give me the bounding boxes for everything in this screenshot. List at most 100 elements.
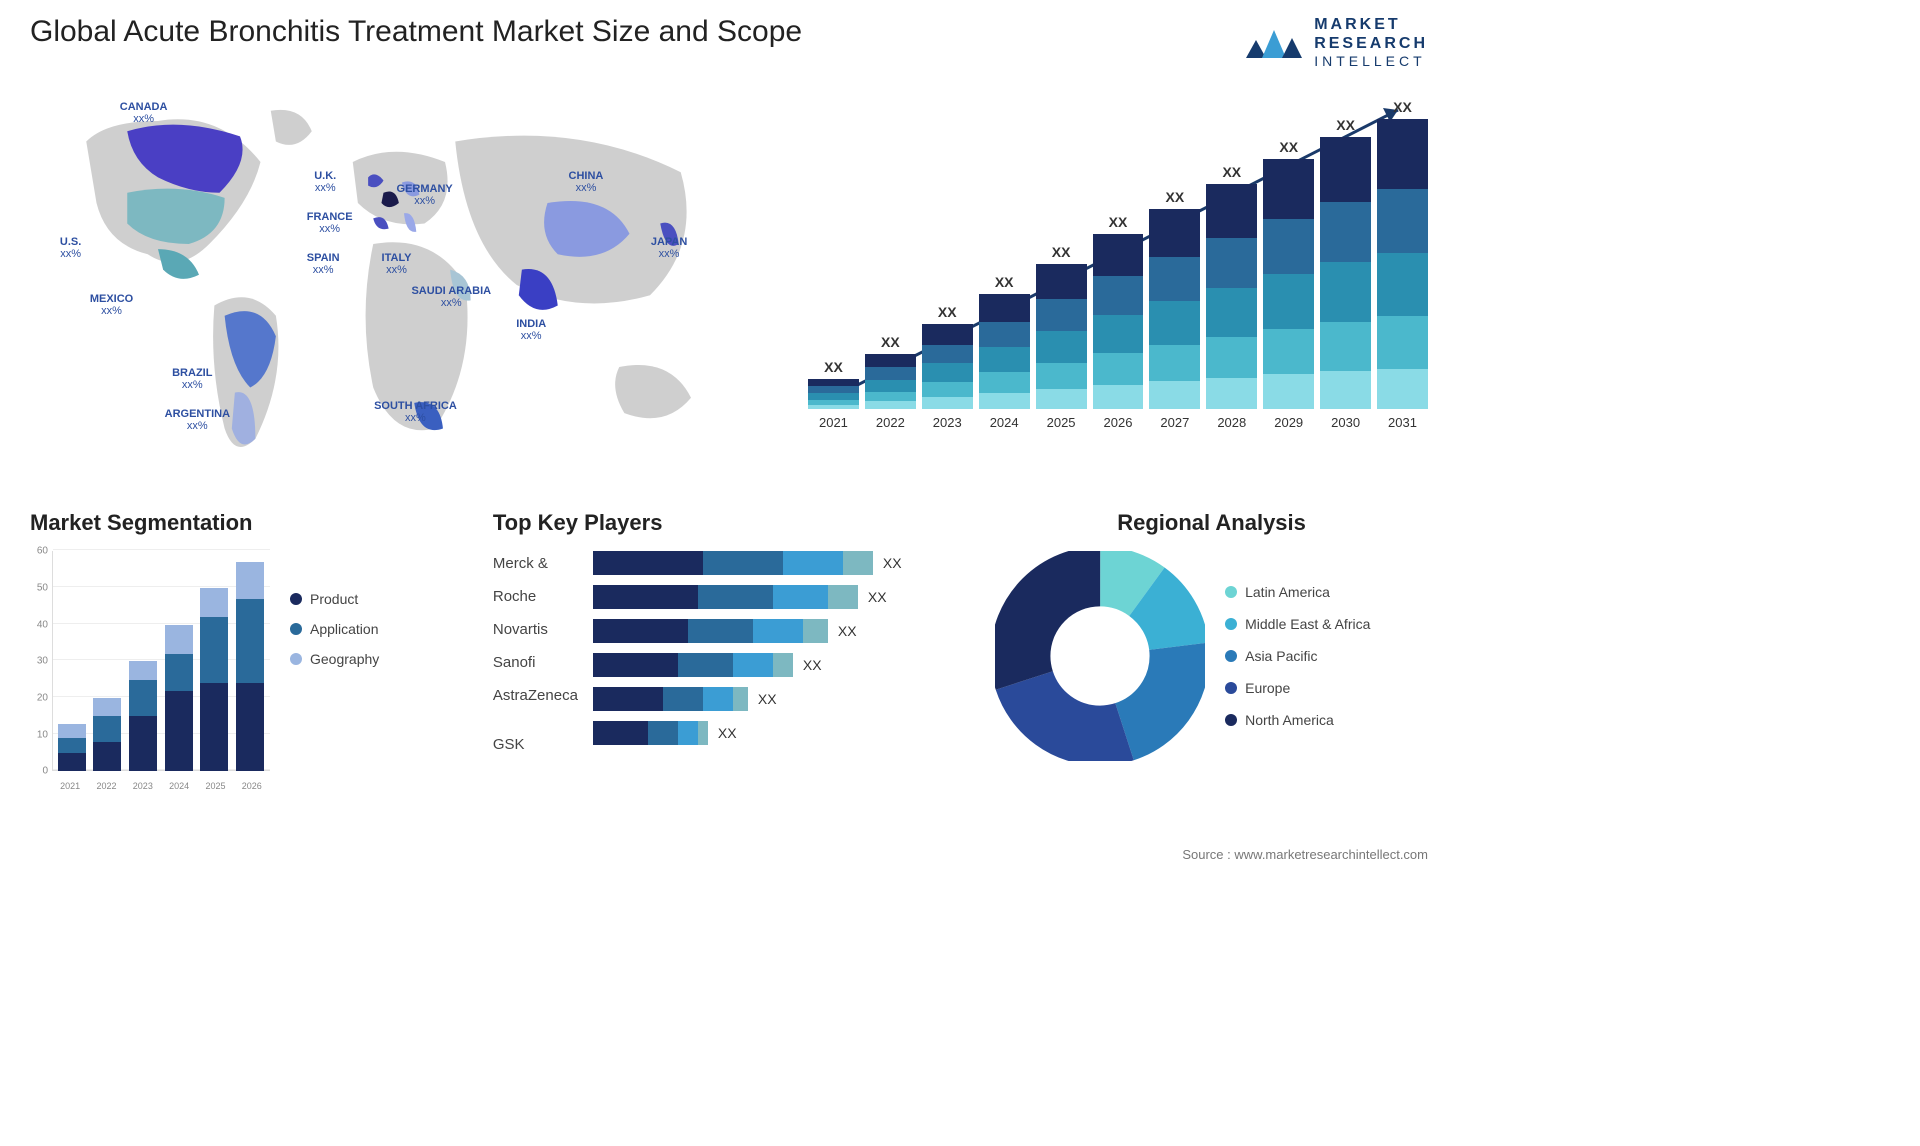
seg-bar — [58, 724, 86, 772]
growth-bar-label: XX — [1393, 99, 1412, 115]
map-label: SPAINxx% — [307, 252, 340, 276]
keyplayer-row: XX — [593, 653, 965, 677]
seg-bar — [93, 698, 121, 771]
source-text: Source : www.marketresearchintellect.com — [1182, 847, 1428, 862]
growth-xlabel: 2027 — [1160, 415, 1189, 430]
regional-legend: Latin America Middle East & Africa Asia Pa… — [1225, 584, 1370, 728]
segmentation-legend: Product Application Geography — [290, 551, 379, 791]
map-label: FRANCExx% — [307, 211, 353, 235]
keyplayer-value: XX — [803, 657, 822, 673]
growth-xlabel: 2028 — [1217, 415, 1246, 430]
logo-text: MARKET RESEARCH INTELLECT — [1314, 15, 1428, 70]
segmentation-title: Market Segmentation — [30, 510, 463, 536]
legend-item: Product — [290, 591, 379, 607]
growth-xlabel: 2024 — [990, 415, 1019, 430]
legend-item: Latin America — [1225, 584, 1370, 600]
map-label: U.K.xx% — [314, 170, 336, 194]
map-label: GERMANYxx% — [397, 183, 453, 207]
seg-bar — [129, 661, 157, 771]
regional-panel: Regional Analysis Latin America Middle Ea… — [995, 510, 1428, 791]
growth-bar: XX 2027 — [1149, 189, 1200, 430]
growth-xlabel: 2025 — [1047, 415, 1076, 430]
growth-bar-label: XX — [881, 334, 900, 350]
growth-xlabel: 2026 — [1104, 415, 1133, 430]
page-title: Global Acute Bronchitis Treatment Market… — [30, 15, 802, 49]
legend-item: Application — [290, 621, 379, 637]
map-label: INDIAxx% — [516, 318, 546, 342]
keyplayer-value: XX — [758, 691, 777, 707]
map-label: SOUTH AFRICAxx% — [374, 400, 457, 424]
keyplayer-value: XX — [718, 725, 737, 741]
seg-bar — [236, 562, 264, 771]
growth-xlabel: 2021 — [819, 415, 848, 430]
growth-xlabel: 2029 — [1274, 415, 1303, 430]
growth-bar-label: XX — [995, 274, 1014, 290]
legend-item: Asia Pacific — [1225, 648, 1370, 664]
logo-icon — [1244, 18, 1304, 68]
keyplayer-name: GSK — [493, 736, 578, 753]
world-map: CANADAxx% U.S.xx% MEXICOxx% BRAZILxx% ARGENT… — [30, 80, 778, 490]
growth-bar: XX2025 — [1036, 244, 1087, 430]
growth-bar-label: XX — [1166, 189, 1185, 205]
keyplayer-value: XX — [883, 555, 902, 571]
segmentation-chart: 0102030405060 202120222023202420252026 — [30, 551, 270, 791]
growth-bar: XX 2029 — [1263, 139, 1314, 430]
logo: MARKET RESEARCH INTELLECT — [1244, 15, 1428, 70]
growth-bar: XX 2026 — [1093, 214, 1144, 430]
header: Global Acute Bronchitis Treatment Market… — [0, 0, 1458, 80]
growth-bar-label: XX — [1279, 139, 1298, 155]
growth-xlabel: 2031 — [1388, 415, 1417, 430]
map-label: ARGENTINAxx% — [165, 408, 230, 432]
keyplayers-panel: Top Key Players Merck &RocheNovartisSano… — [493, 510, 965, 791]
keyplayer-row: XX — [593, 721, 965, 745]
map-label: CANADAxx% — [120, 101, 168, 125]
map-label: MEXICOxx% — [90, 293, 133, 317]
keyplayers-bars: XX XX XX XX XX XX — [593, 551, 965, 753]
bottom-row: Market Segmentation 0102030405060 202120… — [0, 490, 1458, 791]
keyplayer-row: XX — [593, 687, 965, 711]
map-label: CHINAxx% — [569, 170, 604, 194]
growth-bar: XX 2028 — [1206, 164, 1257, 430]
top-row: CANADAxx% U.S.xx% MEXICOxx% BRAZILxx% ARGENT… — [0, 80, 1458, 490]
keyplayers-title: Top Key Players — [493, 510, 965, 536]
growth-bar-label: XX — [938, 304, 957, 320]
growth-chart: XX2021XX2022XX2023XX2024XX2025XX2026XX20… — [808, 80, 1428, 490]
regional-title: Regional Analysis — [995, 510, 1428, 536]
keyplayer-name: AstraZeneca — [493, 687, 578, 704]
growth-xlabel: 2023 — [933, 415, 962, 430]
growth-xlabel: 2030 — [1331, 415, 1360, 430]
keyplayer-row: XX — [593, 551, 965, 575]
map-label: JAPANxx% — [651, 236, 687, 260]
legend-item: Middle East & Africa — [1225, 616, 1370, 632]
keyplayer-name: Merck & — [493, 555, 578, 572]
growth-bar: XX 2030 — [1320, 117, 1371, 430]
map-label: BRAZILxx% — [172, 367, 212, 391]
segmentation-panel: Market Segmentation 0102030405060 202120… — [30, 510, 463, 791]
legend-item: Europe — [1225, 680, 1370, 696]
keyplayer-value: XX — [868, 589, 887, 605]
growth-bar-label: XX — [824, 359, 843, 375]
keyplayer-name: Roche — [493, 588, 578, 605]
growth-bar-label: XX — [1222, 164, 1241, 180]
keyplayer-row: XX — [593, 619, 965, 643]
growth-bar: XX 2031 — [1377, 99, 1428, 430]
growth-xlabel: 2022 — [876, 415, 905, 430]
regional-donut — [995, 551, 1205, 761]
keyplayers-names: Merck &RocheNovartisSanofiAstraZenecaGSK — [493, 551, 578, 753]
map-label: SAUDI ARABIAxx% — [411, 285, 491, 309]
seg-bar — [200, 588, 228, 771]
growth-bar-label: XX — [1109, 214, 1128, 230]
growth-bar-label: XX — [1336, 117, 1355, 133]
keyplayer-row: XX — [593, 585, 965, 609]
legend-item: North America — [1225, 712, 1370, 728]
growth-bar: XX 2023 — [922, 304, 973, 430]
keyplayer-name: Sanofi — [493, 654, 578, 671]
seg-bar — [165, 625, 193, 772]
growth-bar: XX 2021 — [808, 359, 859, 430]
map-svg — [30, 80, 778, 490]
map-label: ITALYxx% — [382, 252, 412, 276]
legend-item: Geography — [290, 651, 379, 667]
keyplayer-value: XX — [838, 623, 857, 639]
growth-bar: XX 2024 — [979, 274, 1030, 430]
map-label: U.S.xx% — [60, 236, 81, 260]
